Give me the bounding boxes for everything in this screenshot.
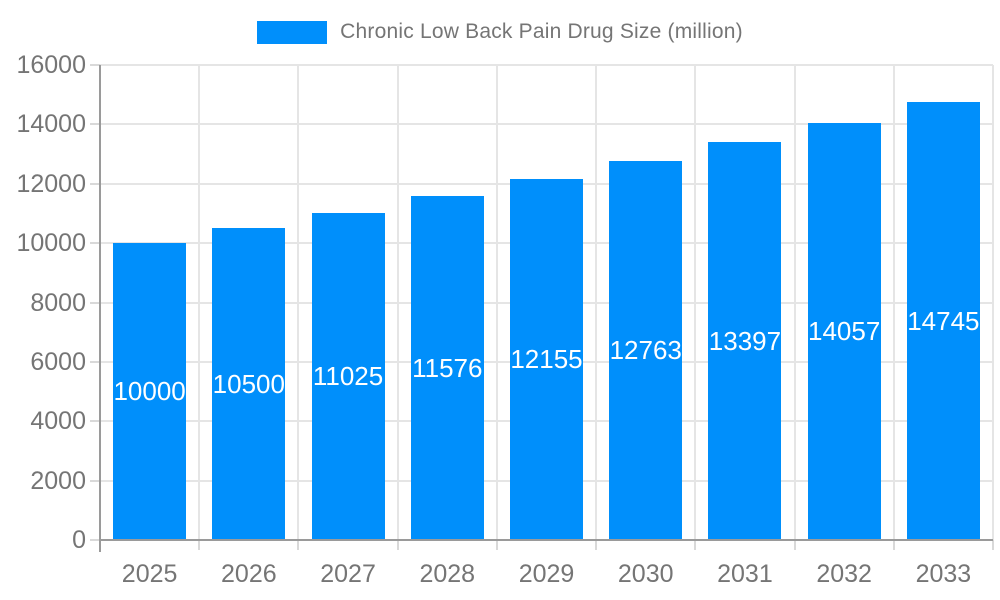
y-axis-tick-label: 14000 — [16, 110, 86, 139]
y-axis-tick — [90, 123, 100, 126]
bar-value-label: 12763 — [609, 335, 682, 366]
y-axis-tick — [90, 64, 100, 66]
bar[interactable]: 14745 — [906, 102, 980, 540]
bar[interactable]: 14057 — [807, 122, 881, 540]
chart-legend[interactable]: Chronic Low Back Pain Drug Size (million… — [0, 14, 1000, 50]
y-axis-tick — [90, 420, 100, 423]
y-gridline — [100, 64, 993, 66]
x-axis-tick-label: 2033 — [915, 560, 972, 588]
y-axis-tick — [90, 479, 100, 482]
bar[interactable]: 12155 — [510, 179, 583, 540]
bar-value-label: 14745 — [907, 305, 980, 336]
x-gridline — [595, 65, 598, 540]
x-axis-tick — [892, 540, 895, 550]
bar-value-label: 11025 — [312, 360, 384, 391]
x-axis-tick — [992, 540, 994, 550]
x-axis-tick-label: 2030 — [617, 560, 674, 588]
bar-value-label: 14057 — [808, 315, 881, 346]
y-axis-tick-label: 12000 — [16, 169, 86, 198]
y-axis-tick — [90, 539, 100, 541]
x-gridline — [793, 65, 796, 540]
x-gridline — [694, 65, 697, 540]
x-axis-tick — [396, 540, 399, 550]
y-axis-tick — [90, 301, 100, 304]
bar-value-label: 10500 — [212, 368, 285, 399]
y-axis-tick — [90, 182, 100, 185]
bar[interactable]: 11576 — [410, 196, 484, 540]
x-gridline — [495, 65, 498, 540]
x-axis-tick — [198, 540, 201, 550]
y-axis-line — [99, 65, 101, 552]
x-axis-tick — [793, 540, 796, 550]
bar-value-label: 12155 — [510, 344, 583, 375]
y-axis-tick-label: 2000 — [30, 466, 86, 495]
x-gridline — [892, 65, 895, 540]
x-gridline — [198, 65, 201, 540]
y-axis-tick-label: 10000 — [16, 229, 86, 258]
x-axis-tick — [495, 540, 498, 550]
x-axis-tick — [595, 540, 598, 550]
bar[interactable]: 12763 — [609, 161, 683, 540]
y-gridline — [100, 123, 993, 126]
x-gridline — [297, 65, 300, 540]
x-axis-tick-label: 2025 — [121, 560, 178, 588]
x-axis-tick-label: 2029 — [518, 560, 575, 588]
x-axis-tick-label: 2032 — [816, 560, 872, 588]
x-axis-line — [100, 539, 993, 541]
y-axis-tick — [90, 360, 100, 363]
y-axis-tick — [90, 242, 100, 245]
y-axis-tick-label: 16000 — [16, 51, 86, 79]
y-axis-tick-label: 8000 — [30, 288, 86, 317]
x-axis-tick-label: 2027 — [320, 560, 376, 588]
legend-label: Chronic Low Back Pain Drug Size (million… — [340, 20, 743, 43]
bar-value-label: 10000 — [113, 376, 186, 407]
x-axis-tick-label: 2028 — [419, 560, 476, 588]
x-axis-tick-label: 2031 — [717, 560, 773, 588]
x-axis-tick — [694, 540, 697, 550]
x-axis-tick — [297, 540, 300, 550]
x-axis-tick-label: 2026 — [221, 560, 277, 588]
bar[interactable]: 11025 — [311, 212, 385, 540]
x-gridline — [396, 65, 399, 540]
bar-value-label: 11576 — [412, 352, 483, 383]
y-axis-tick-label: 4000 — [30, 407, 86, 436]
bar[interactable]: 10500 — [212, 228, 286, 540]
bar[interactable]: 10000 — [113, 243, 187, 540]
bar[interactable]: 13397 — [708, 142, 782, 540]
y-axis-tick-label: 0 — [72, 526, 86, 554]
y-axis-tick-label: 6000 — [30, 347, 86, 376]
x-gridline — [992, 65, 994, 540]
bar-value-label: 13397 — [708, 325, 782, 356]
legend-swatch-icon — [257, 20, 328, 44]
